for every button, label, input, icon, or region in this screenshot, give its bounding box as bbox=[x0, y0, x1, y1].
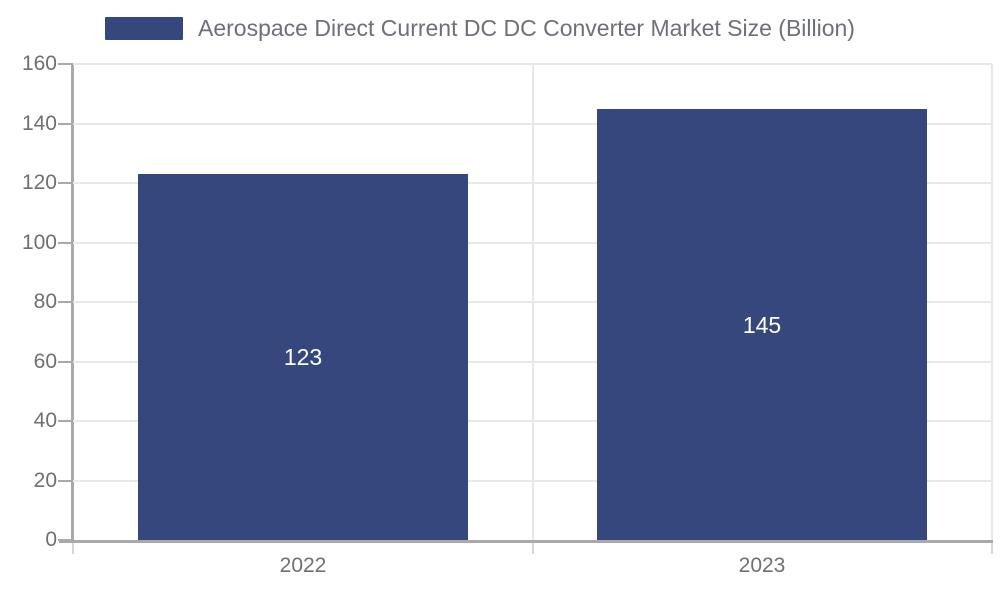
x-tick-mark bbox=[72, 543, 74, 554]
y-tick-mark bbox=[58, 479, 73, 482]
y-tick-mark bbox=[58, 301, 73, 303]
y-tick-label: 140 bbox=[21, 111, 57, 135]
x-tick-mark bbox=[991, 543, 993, 554]
chart-legend[interactable]: Aerospace Direct Current DC DC Converter… bbox=[105, 15, 855, 42]
bar-2022[interactable]: 123 bbox=[138, 174, 468, 540]
y-tick-label: 100 bbox=[21, 230, 57, 254]
x-category-label: 2022 bbox=[279, 554, 327, 577]
y-tick-label: 60 bbox=[33, 349, 57, 373]
y-tick-label: 160 bbox=[21, 52, 57, 75]
y-tick-mark bbox=[58, 360, 73, 363]
x-category-label: 2023 bbox=[738, 554, 786, 577]
bar-value-label: 145 bbox=[742, 312, 782, 338]
bar-2023[interactable]: 145 bbox=[597, 109, 927, 540]
y-tick-mark bbox=[58, 241, 73, 244]
x-axis-line bbox=[59, 540, 993, 543]
x-tick-mark bbox=[531, 543, 534, 554]
y-tick-mark bbox=[58, 122, 73, 125]
y-tick-mark bbox=[58, 420, 73, 422]
y-tick-label: 80 bbox=[33, 290, 57, 313]
y-tick-label: 40 bbox=[33, 409, 57, 432]
y-tick-mark bbox=[58, 539, 73, 541]
y-tick-label: 120 bbox=[21, 171, 57, 194]
vertical-gridline bbox=[991, 64, 993, 540]
legend-label: Aerospace Direct Current DC DC Converter… bbox=[198, 15, 855, 41]
y-tick-label: 0 bbox=[45, 528, 57, 551]
y-axis-line bbox=[71, 64, 74, 543]
y-tick-label: 20 bbox=[33, 468, 57, 492]
y-tick-mark bbox=[58, 182, 73, 184]
bar-value-label: 123 bbox=[283, 344, 323, 370]
y-tick-mark bbox=[58, 63, 73, 65]
vertical-gridline bbox=[531, 64, 534, 540]
legend-swatch bbox=[105, 17, 183, 40]
